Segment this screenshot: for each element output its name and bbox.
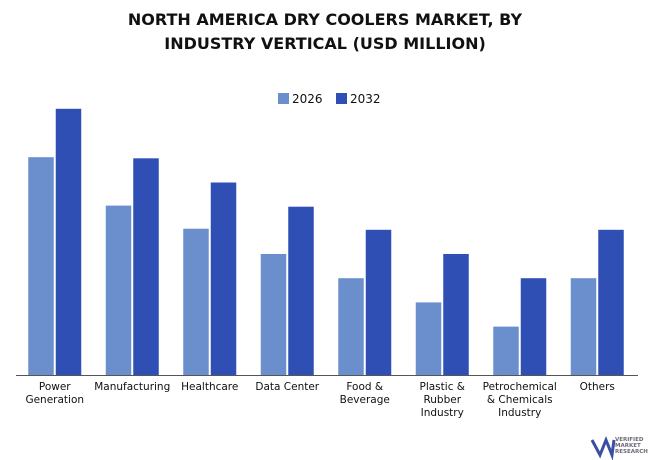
bar <box>493 326 519 375</box>
x-tick-label: Others <box>579 381 615 393</box>
legend-swatch <box>278 93 289 104</box>
bar <box>28 157 54 375</box>
x-tick-label: Manufacturing <box>94 381 171 393</box>
chart-title: NORTH AMERICA DRY COOLERS MARKET, BY IND… <box>127 10 523 53</box>
legend-label: 2032 <box>350 92 381 106</box>
bar <box>55 108 82 376</box>
x-tick-label: Power Generation <box>25 381 85 406</box>
x-tick-label: Plastic & Rubber Industry <box>419 381 466 419</box>
bar <box>183 228 209 375</box>
bar <box>415 302 442 375</box>
bar <box>570 278 597 375</box>
bar <box>105 205 132 375</box>
x-tick-label: Healthcare <box>181 381 239 393</box>
watermark: VERIFIED <box>615 437 644 443</box>
x-tick-label: Petrochemical & Chemicals Industry <box>482 381 557 419</box>
bar <box>365 229 392 375</box>
bar <box>520 278 547 375</box>
x-tick-label: Food & Beverage <box>339 381 390 406</box>
logo <box>590 435 616 460</box>
bar <box>210 182 237 375</box>
bar <box>260 254 287 375</box>
legend-label: 2026 <box>292 92 323 106</box>
x-tick-label: Data Center <box>255 381 320 393</box>
bar <box>338 278 364 375</box>
bar <box>443 254 469 375</box>
watermark: RESEARCH <box>615 449 648 455</box>
bar <box>288 206 314 375</box>
bar <box>598 229 624 375</box>
watermark: MARKET <box>615 443 641 449</box>
legend-swatch <box>336 93 347 104</box>
bar <box>133 158 159 375</box>
